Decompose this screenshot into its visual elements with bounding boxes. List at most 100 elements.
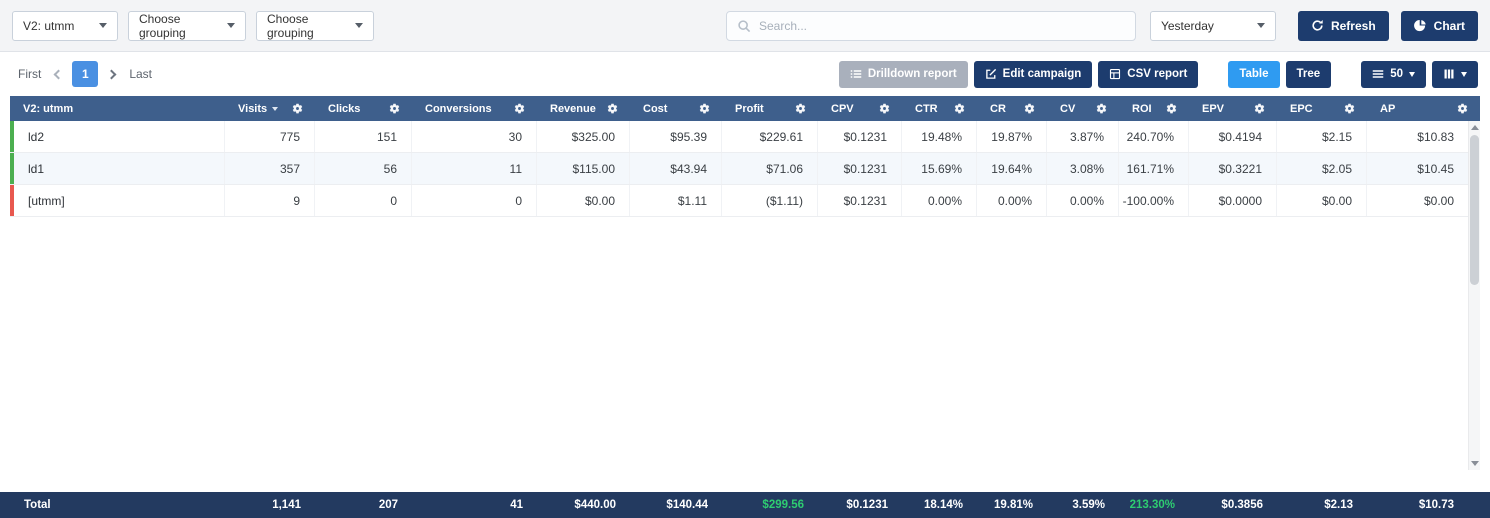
chevron-down-icon <box>355 23 363 28</box>
status-indicator <box>10 121 14 152</box>
column-settings-gear-icon[interactable] <box>954 103 965 114</box>
cell-cv: 3.59% <box>1072 499 1105 511</box>
column-settings-gear-icon[interactable] <box>879 103 890 114</box>
column-header-revenue[interactable]: Revenue <box>537 96 630 121</box>
column-header-epv[interactable]: EPV <box>1189 96 1277 121</box>
cell-roi: 161.71% <box>1119 153 1189 184</box>
csv-report-button[interactable]: CSV report <box>1098 60 1199 88</box>
edit-campaign-button[interactable]: Edit campaign <box>973 60 1093 88</box>
pagination-next-icon[interactable] <box>106 69 117 79</box>
total-label: Total <box>24 499 51 511</box>
cell-clicks: 207 <box>378 499 398 511</box>
cell-cpv: $0.1231 <box>818 153 902 184</box>
page-size-value: 50 <box>1390 68 1403 80</box>
column-settings-gear-icon[interactable] <box>1254 103 1265 114</box>
table-row[interactable]: ld1 357 56 11 $115.00 $43.94 $71.06 $0.1231 15.6… <box>10 153 1480 185</box>
cell-profit: $299.56 <box>762 499 804 511</box>
pagination-prev-icon[interactable] <box>53 69 64 79</box>
cell-ctr: 15.69% <box>902 153 977 184</box>
cell-profit: $229.61 <box>722 121 818 152</box>
grouping-select-2[interactable]: Choose grouping <box>256 10 374 41</box>
date-range-select[interactable]: Yesterday <box>1149 10 1276 41</box>
column-header-cpv[interactable]: CPV <box>818 96 902 121</box>
cell-ctr: 0.00% <box>902 185 977 216</box>
column-settings-gear-icon[interactable] <box>1457 103 1468 114</box>
scroll-down-icon[interactable] <box>1471 461 1479 466</box>
refresh-button[interactable]: Refresh <box>1297 10 1389 41</box>
cell-epc: $2.05 <box>1277 153 1367 184</box>
view-table-button[interactable]: Table <box>1228 60 1280 88</box>
scroll-thumb[interactable] <box>1470 135 1479 285</box>
grouping-select-1[interactable]: Choose grouping <box>128 10 246 41</box>
pagination-first[interactable]: First <box>18 67 42 81</box>
scroll-up-icon[interactable] <box>1471 125 1479 130</box>
column-header-profit[interactable]: Profit <box>722 96 818 121</box>
column-settings-gear-icon[interactable] <box>1344 103 1355 114</box>
table-row[interactable]: ld2 775 151 30 $325.00 $95.39 $229.61 $0.1231 19… <box>10 121 1480 153</box>
column-header-cr[interactable]: CR <box>977 96 1047 121</box>
column-header-cv[interactable]: CV <box>1047 96 1119 121</box>
cell-visits: 9 <box>225 185 315 216</box>
column-settings-gear-icon[interactable] <box>795 103 806 114</box>
page-size-button[interactable]: 50 <box>1361 60 1426 88</box>
column-header-cost[interactable]: Cost <box>630 96 722 121</box>
cell-epc: $0.00 <box>1277 185 1367 216</box>
column-settings-gear-icon[interactable] <box>389 103 400 114</box>
column-settings-gear-icon[interactable] <box>292 103 303 114</box>
column-header-epc[interactable]: EPC <box>1277 96 1367 121</box>
cell-cr: 19.64% <box>977 153 1047 184</box>
search-box[interactable] <box>725 10 1136 41</box>
columns-settings-button[interactable] <box>1432 60 1478 88</box>
cell-cpv: $0.1231 <box>818 185 902 216</box>
column-settings-gear-icon[interactable] <box>1024 103 1035 114</box>
total-bar: Total 1,141 207 41 $440.00 $140.44 $299.56 $0.1… <box>0 492 1490 518</box>
row-name[interactable]: ld2 <box>10 121 225 152</box>
view-tree-button[interactable]: Tree <box>1285 60 1332 88</box>
column-header-conversions[interactable]: Conversions <box>412 96 537 121</box>
cell-cost: $1.11 <box>630 185 722 216</box>
search-input[interactable] <box>758 18 1125 33</box>
vertical-scrollbar[interactable] <box>1468 121 1480 470</box>
chevron-down-icon <box>99 23 107 28</box>
column-settings-gear-icon[interactable] <box>699 103 710 114</box>
chart-button-label: Chart <box>1433 18 1465 33</box>
cell-conversions: 11 <box>412 153 537 184</box>
columns-icon <box>1443 68 1455 80</box>
cell-ap: $10.83 <box>1417 129 1454 144</box>
cell-profit: ($1.11) <box>722 185 818 216</box>
drilldown-report-label: Drilldown report <box>867 68 957 80</box>
row-name[interactable]: ld1 <box>10 153 225 184</box>
cell-conversions: 41 <box>510 499 523 511</box>
chevron-down-icon <box>227 23 235 28</box>
view-table-label: Table <box>1239 68 1269 80</box>
cell-epv: $0.4194 <box>1189 121 1277 152</box>
table-row[interactable]: [utmm] 9 0 0 $0.00 $1.11 ($1.11) $0.1231 0.00% 0.… <box>10 185 1480 217</box>
column-settings-gear-icon[interactable] <box>514 103 525 114</box>
cell-epc: $2.13 <box>1324 499 1353 511</box>
cell-ctr: 18.14% <box>923 499 963 511</box>
drilldown-report-button[interactable]: Drilldown report <box>838 60 968 88</box>
column-header-roi[interactable]: ROI <box>1119 96 1189 121</box>
campaign-select[interactable]: V2: utmm <box>12 10 118 41</box>
column-header-visits[interactable]: Visits <box>225 96 315 121</box>
date-range-value: Yesterday <box>1160 18 1214 33</box>
column-settings-gear-icon[interactable] <box>1166 103 1177 114</box>
column-settings-gear-icon[interactable] <box>1096 103 1107 114</box>
column-settings-gear-icon[interactable] <box>607 103 618 114</box>
cell-conversions: 0 <box>412 185 537 216</box>
pagination-last[interactable]: Last <box>129 67 153 81</box>
grouping-select-1-value: Choose grouping <box>139 11 186 40</box>
column-header-ap[interactable]: AP <box>1367 96 1480 121</box>
cell-cv: 0.00% <box>1047 185 1119 216</box>
cell-epv: $0.0000 <box>1189 185 1277 216</box>
table-body: ld2 775 151 30 $325.00 $95.39 $229.61 $0.1231 19… <box>10 121 1480 472</box>
column-header-ctr[interactable]: CTR <box>902 96 977 121</box>
sort-caret-icon <box>272 106 279 111</box>
cell-revenue: $325.00 <box>537 121 630 152</box>
column-header-name[interactable]: V2: utmm <box>23 102 74 115</box>
pagination-page-1[interactable]: 1 <box>72 61 99 87</box>
column-header-clicks[interactable]: Clicks <box>315 96 412 121</box>
chart-button[interactable]: Chart <box>1400 10 1478 41</box>
row-name[interactable]: [utmm] <box>10 185 225 216</box>
top-toolbar: V2: utmm Choose grouping Choose grouping… <box>0 0 1490 52</box>
